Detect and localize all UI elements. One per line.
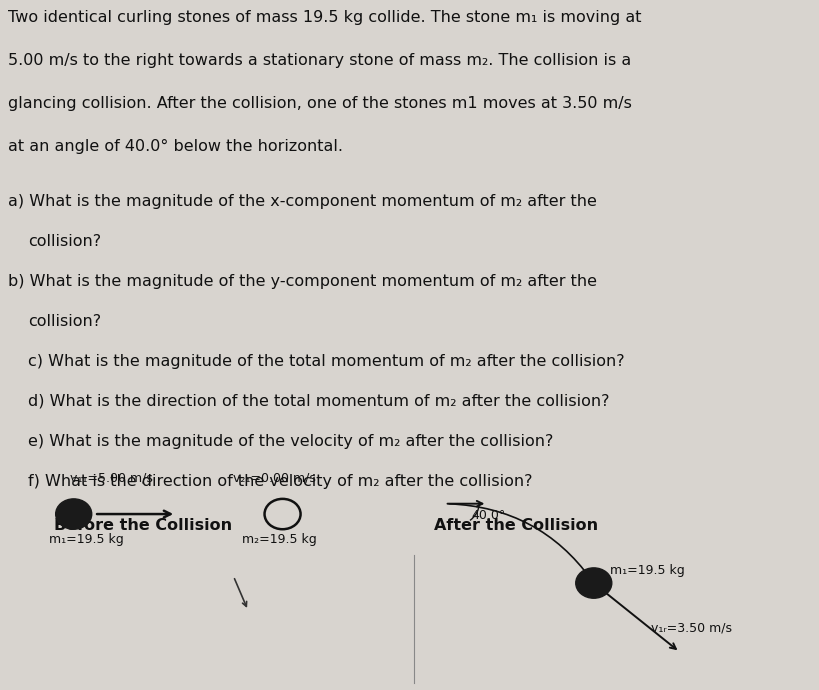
Text: at an angle of 40.0° below the horizontal.: at an angle of 40.0° below the horizonta… <box>8 139 343 154</box>
Circle shape <box>56 499 92 529</box>
Text: m₁=19.5 kg: m₁=19.5 kg <box>49 533 124 546</box>
Text: b) What is the magnitude of the y-component momentum of m₂ after the: b) What is the magnitude of the y-compon… <box>8 274 597 289</box>
Text: v₂₁=0.00 m/s: v₂₁=0.00 m/s <box>233 471 316 484</box>
Text: collision?: collision? <box>28 234 101 249</box>
Text: m₂=19.5 kg: m₂=19.5 kg <box>242 533 316 546</box>
Text: Two identical curling stones of mass 19.5 kg collide. The stone m₁ is moving at: Two identical curling stones of mass 19.… <box>8 10 642 26</box>
Text: Before the Collision: Before the Collision <box>54 518 233 533</box>
Text: v₁₁=5.00 m/s: v₁₁=5.00 m/s <box>70 471 152 484</box>
Text: 5.00 m/s to the right towards a stationary stone of mass m₂. The collision is a: 5.00 m/s to the right towards a stationa… <box>8 53 631 68</box>
Circle shape <box>576 568 612 598</box>
Text: d) What is the direction of the total momentum of m₂ after the collision?: d) What is the direction of the total mo… <box>28 394 609 409</box>
Text: c) What is the magnitude of the total momentum of m₂ after the collision?: c) What is the magnitude of the total mo… <box>28 354 624 369</box>
Text: collision?: collision? <box>28 314 101 329</box>
Text: v₁ᵣ=3.50 m/s: v₁ᵣ=3.50 m/s <box>651 622 732 635</box>
Text: glancing collision. After the collision, one of the stones m1 moves at 3.50 m/s: glancing collision. After the collision,… <box>8 96 632 111</box>
Text: 40.0°: 40.0° <box>471 509 505 522</box>
Text: a) What is the magnitude of the x-component momentum of m₂ after the: a) What is the magnitude of the x-compon… <box>8 194 597 209</box>
Text: After the Collision: After the Collision <box>434 518 598 533</box>
Text: f) What is the direction of the velocity of m₂ after the collision?: f) What is the direction of the velocity… <box>28 474 532 489</box>
Text: e) What is the magnitude of the velocity of m₂ after the collision?: e) What is the magnitude of the velocity… <box>28 434 553 449</box>
Text: m₁=19.5 kg: m₁=19.5 kg <box>610 564 685 578</box>
